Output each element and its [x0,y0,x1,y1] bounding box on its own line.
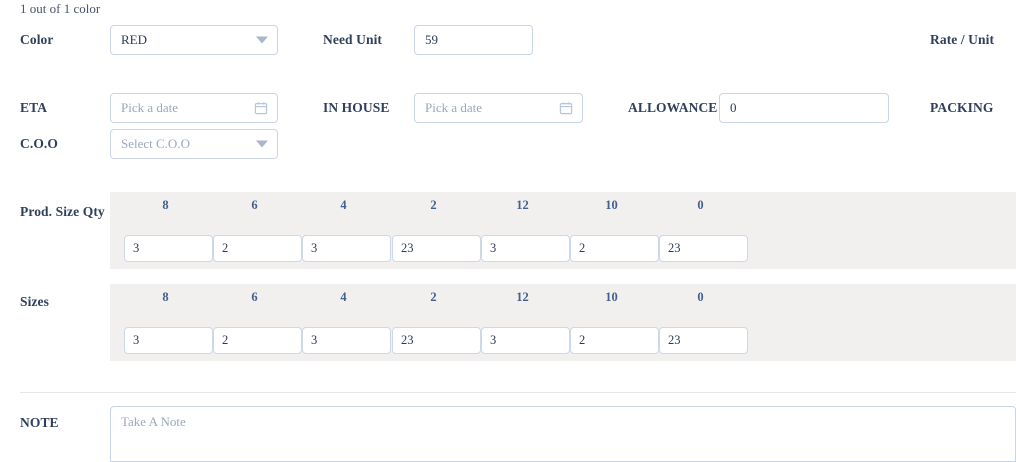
allowance-label: ALLOWANCE [628,100,718,115]
note-section-divider [20,392,1016,393]
cell-value: 2 [222,241,229,255]
chevron-down-icon[interactable] [256,140,268,148]
prod-size-qty-input[interactable]: 3 [481,235,570,262]
color-select-value: RED [121,32,147,47]
sizes-input[interactable]: 2 [213,327,302,354]
column-header: 12 [516,198,529,212]
calendar-icon[interactable] [559,101,573,115]
rate-unit-label: Rate / Unit [930,32,995,47]
prod-size-qty-label-text: Prod. Size Qty [20,204,105,219]
prod-size-qty-label: Prod. Size Qty [20,204,108,219]
need-unit-input[interactable]: 59 [414,25,533,55]
color-count-text: 1 out of 1 color [20,1,101,16]
prod-size-qty-input[interactable]: 3 [302,235,391,262]
cell-value: 23 [668,241,681,255]
in-house-label: IN HOUSE [323,100,390,115]
column-header: 12 [516,290,529,304]
prod-size-qty-input[interactable]: 23 [392,235,481,262]
cell-value: 2 [579,333,586,347]
sizes-input[interactable]: 3 [481,327,570,354]
column-header: 4 [340,290,347,304]
prod-size-qty-input[interactable]: 3 [124,235,213,262]
coo-select[interactable]: Select C.O.O [110,129,278,159]
column-header: 10 [605,198,618,212]
column-header: 6 [251,198,258,212]
cell-value: 2 [579,241,586,255]
prod-size-qty-column-headers: 8 6 4 2 12 10 0 [110,192,1016,218]
coo-label: C.O.O [20,136,59,151]
allowance-value: 0 [730,100,737,115]
prod-size-qty-input[interactable]: 2 [570,235,659,262]
column-header: 6 [251,290,258,304]
eta-label: ETA [20,100,48,115]
column-header: 2 [430,290,437,304]
need-unit-value: 59 [425,32,438,47]
column-header: 4 [340,198,347,212]
column-header: 0 [697,290,704,304]
note-textarea[interactable]: Take A Note [110,406,1016,462]
sizes-input[interactable]: 23 [392,327,481,354]
sizes-input[interactable]: 23 [659,327,748,354]
column-header: 2 [430,198,437,212]
prod-size-qty-band: 8 6 4 2 12 10 0 3 2 3 23 3 2 23 [110,192,1016,269]
cell-value: 23 [401,241,414,255]
packing-label: PACKING [930,100,994,115]
note-placeholder: Take A Note [121,414,186,429]
in-house-placeholder: Pick a date [425,100,483,115]
sizes-input[interactable]: 2 [570,327,659,354]
sizes-column-headers: 8 6 4 2 12 10 0 [110,284,1016,310]
sizes-label-text: Sizes [20,294,49,309]
cell-value: 3 [490,241,497,255]
column-header: 0 [697,198,704,212]
column-header: 8 [162,198,169,212]
cell-value: 3 [133,241,140,255]
prod-size-qty-input[interactable]: 2 [213,235,302,262]
chevron-down-icon[interactable] [256,36,268,44]
in-house-date-input[interactable]: Pick a date [414,93,583,123]
cell-value: 23 [401,333,414,347]
allowance-input[interactable]: 0 [719,93,889,123]
column-header: 8 [162,290,169,304]
cell-value: 23 [668,333,681,347]
sizes-input[interactable]: 3 [302,327,391,354]
cell-value: 3 [133,333,140,347]
sizes-label: Sizes [20,294,108,309]
calendar-icon[interactable] [254,101,268,115]
cell-value: 3 [311,241,318,255]
color-label: Color [20,32,54,47]
color-select[interactable]: RED [110,25,278,55]
cell-value: 3 [311,333,318,347]
column-header: 10 [605,290,618,304]
eta-placeholder: Pick a date [121,100,179,115]
cell-value: 2 [222,333,229,347]
prod-size-qty-input[interactable]: 23 [659,235,748,262]
sizes-input[interactable]: 3 [124,327,213,354]
coo-placeholder: Select C.O.O [121,136,190,151]
need-unit-label: Need Unit [323,32,383,47]
sizes-band: 8 6 4 2 12 10 0 3 2 3 23 3 2 23 [110,284,1016,361]
note-label: NOTE [20,415,59,430]
eta-date-input[interactable]: Pick a date [110,93,278,123]
cell-value: 3 [490,333,497,347]
